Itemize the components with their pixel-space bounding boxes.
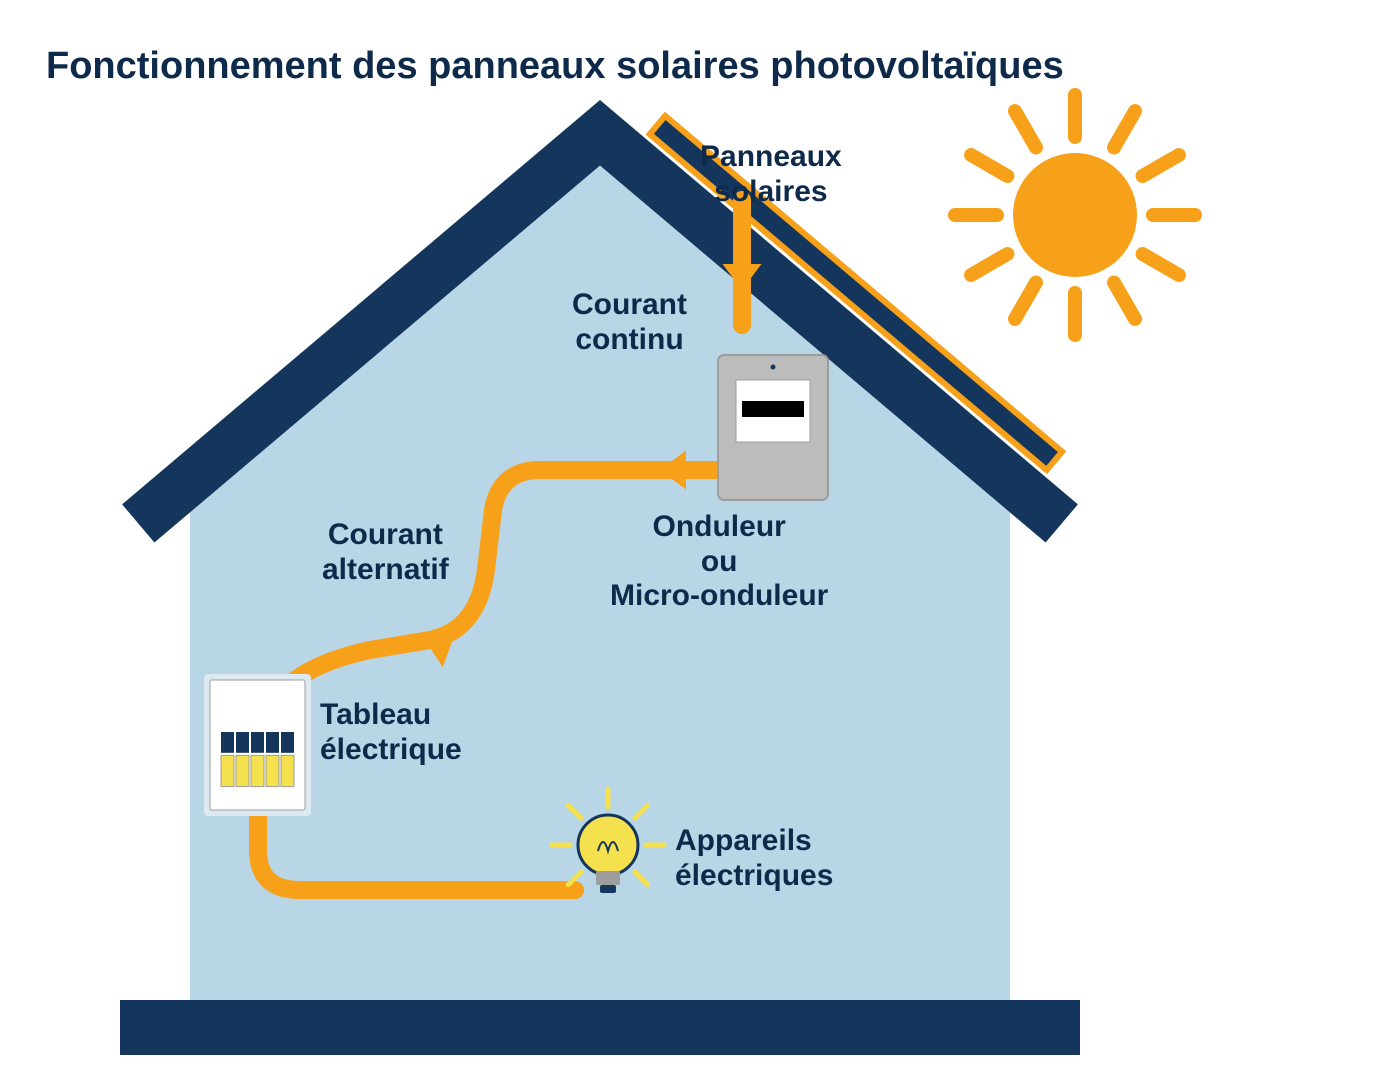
label-ca: Courant alternatif — [322, 518, 449, 587]
sun-ray — [1015, 111, 1036, 147]
sun-ray — [1015, 283, 1036, 319]
label-appareils: Appareils électriques — [675, 824, 833, 893]
page-title: Fonctionnement des panneaux solaires pho… — [46, 46, 1064, 88]
sun-icon — [1013, 153, 1137, 277]
sun-ray — [1143, 254, 1179, 275]
sun-ray — [971, 155, 1007, 176]
label-onduleur: Onduleur ou Micro-onduleur — [610, 510, 828, 614]
label-cc: Courant continu — [572, 288, 687, 357]
label-panneaux: Panneaux solaires — [700, 140, 842, 209]
sun-ray — [1114, 283, 1135, 319]
sun-ray — [1143, 155, 1179, 176]
sun-ray — [1114, 111, 1135, 147]
breaker-box-icon — [204, 674, 311, 816]
house-base — [120, 1000, 1080, 1055]
label-tableau: Tableau électrique — [320, 698, 462, 767]
inverter-icon — [718, 355, 828, 500]
sun-ray — [971, 254, 1007, 275]
